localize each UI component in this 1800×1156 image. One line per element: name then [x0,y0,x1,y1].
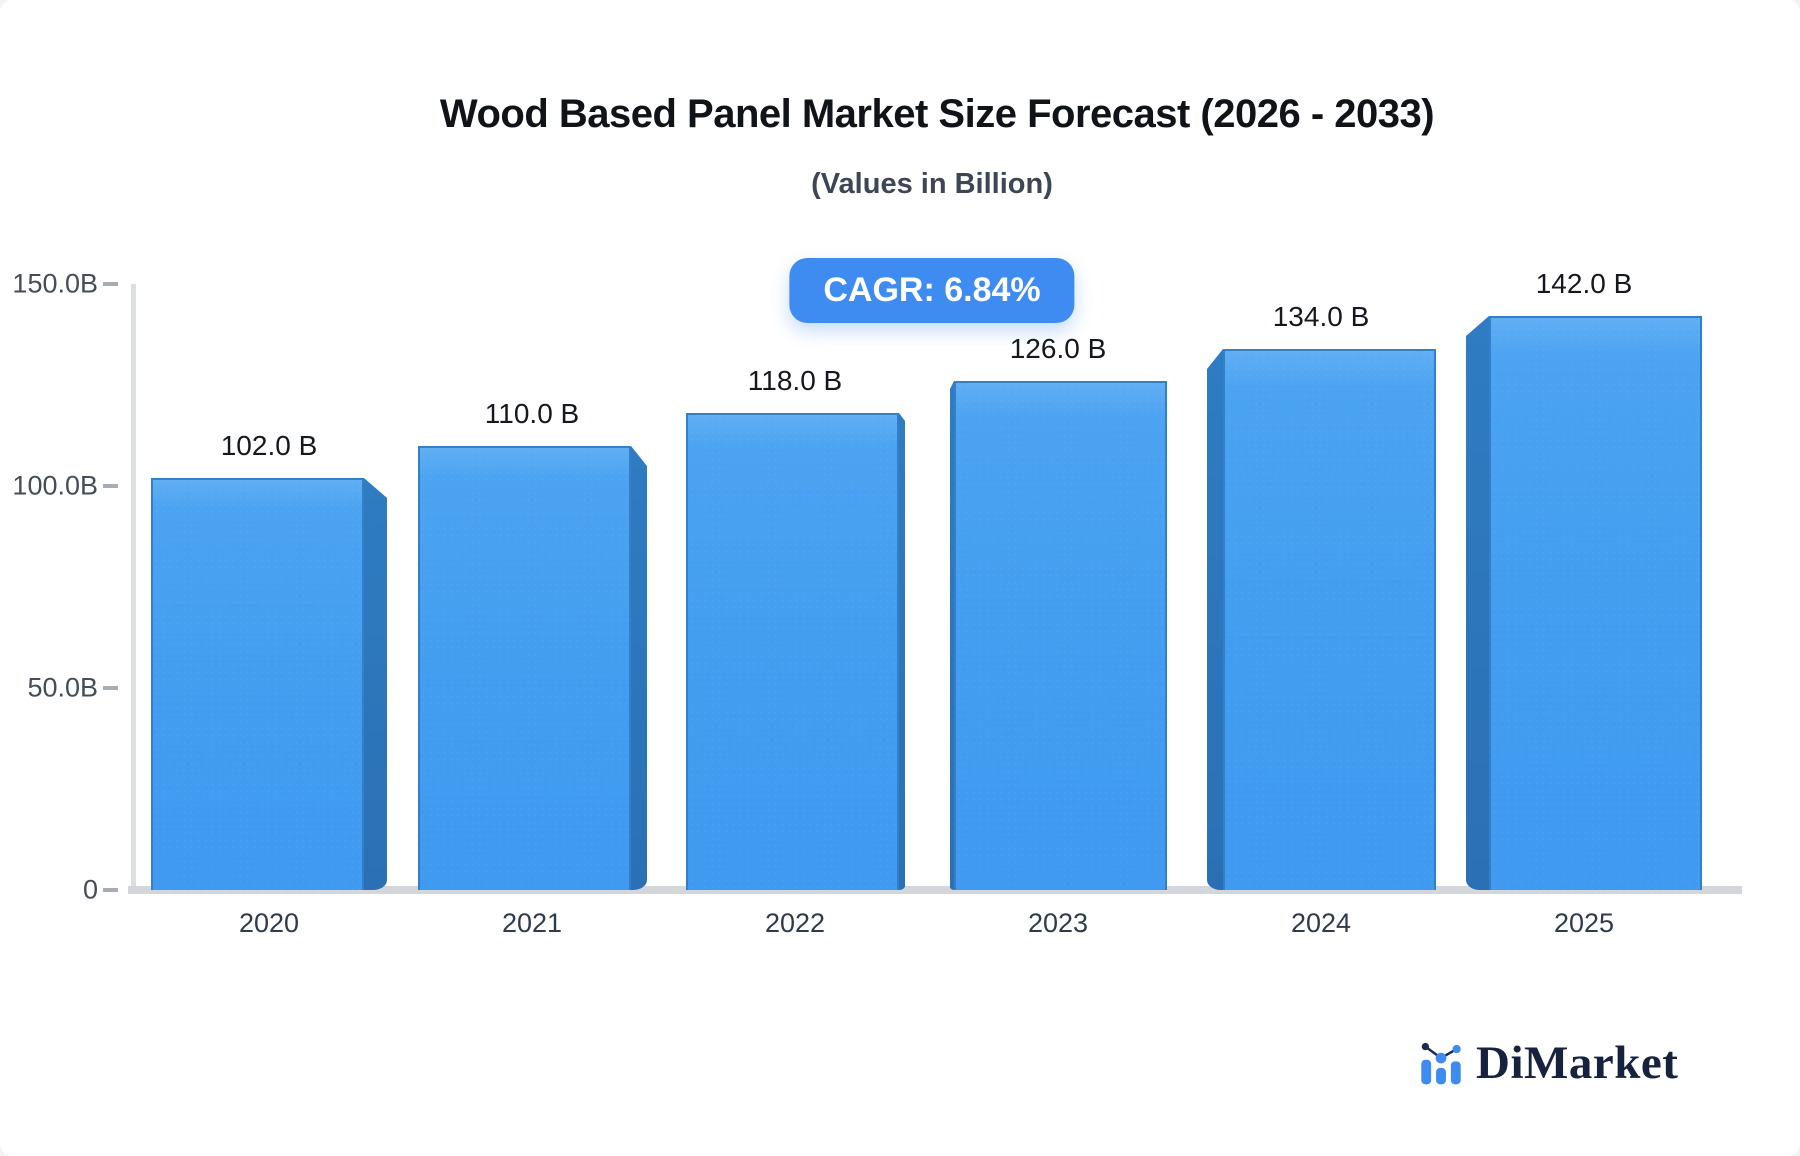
y-tick-mark [103,686,118,690]
bar-face [1489,316,1702,890]
bar-2021 [418,446,647,890]
chart-subtitle: (Values in Billion) [811,168,1053,200]
cagr-badge: CAGR: 6.84% [789,258,1075,323]
x-axis-label-2021: 2021 [501,908,563,938]
bar-value-label: 118.0 B [747,365,843,396]
y-tick-label-0: 0 [82,874,98,905]
bar-3d-side [1466,316,1489,890]
bar-3d-side [899,413,905,890]
bar-3d-side [631,446,647,890]
y-tick-mark [103,282,118,286]
bar-3d-side [364,478,387,890]
bar-2020 [151,478,387,890]
mini-bar-line-chart-icon [1418,1038,1464,1088]
x-axis-label-2020: 2020 [238,908,300,938]
chart-title: Wood Based Panel Market Size Forecast (2… [439,92,1435,136]
bar-2025 [1466,316,1702,890]
bar-value-label: 134.0 B [1272,301,1370,332]
y-tick-label-150.0B: 150.0B [12,268,98,299]
y-tick-label-50.0B: 50.0B [27,672,98,703]
y-tick-mark [103,484,118,488]
logo-text: DiMarket [1476,1037,1679,1089]
bar-value-label: 142.0 B [1535,268,1633,299]
bar-face [418,446,631,890]
y-tick-mark [103,888,118,892]
bar-value-label: 102.0 B [220,430,318,461]
bar-3d-side [950,381,954,890]
bar-2023 [950,381,1167,890]
bar-face [954,381,1167,890]
bar-face [151,478,364,890]
bar-face [686,413,899,890]
bar-2022 [686,413,905,890]
y-axis-line [131,284,136,890]
y-tick-label-100.0B: 100.0B [12,470,98,501]
bar-2024 [1207,349,1436,890]
x-axis-label-2022: 2022 [764,908,826,938]
x-axis-line [128,886,1742,894]
bar-face [1223,349,1436,890]
bar-value-label: 126.0 B [1009,333,1107,364]
x-axis-label-2024: 2024 [1290,908,1352,938]
x-axis-label-2025: 2025 [1553,908,1615,938]
x-axis-label-2023: 2023 [1027,908,1089,938]
bar-3d-side [1207,349,1223,890]
bar-value-label: 110.0 B [484,398,580,429]
dimarket-logo: DiMarket [1418,1036,1678,1090]
